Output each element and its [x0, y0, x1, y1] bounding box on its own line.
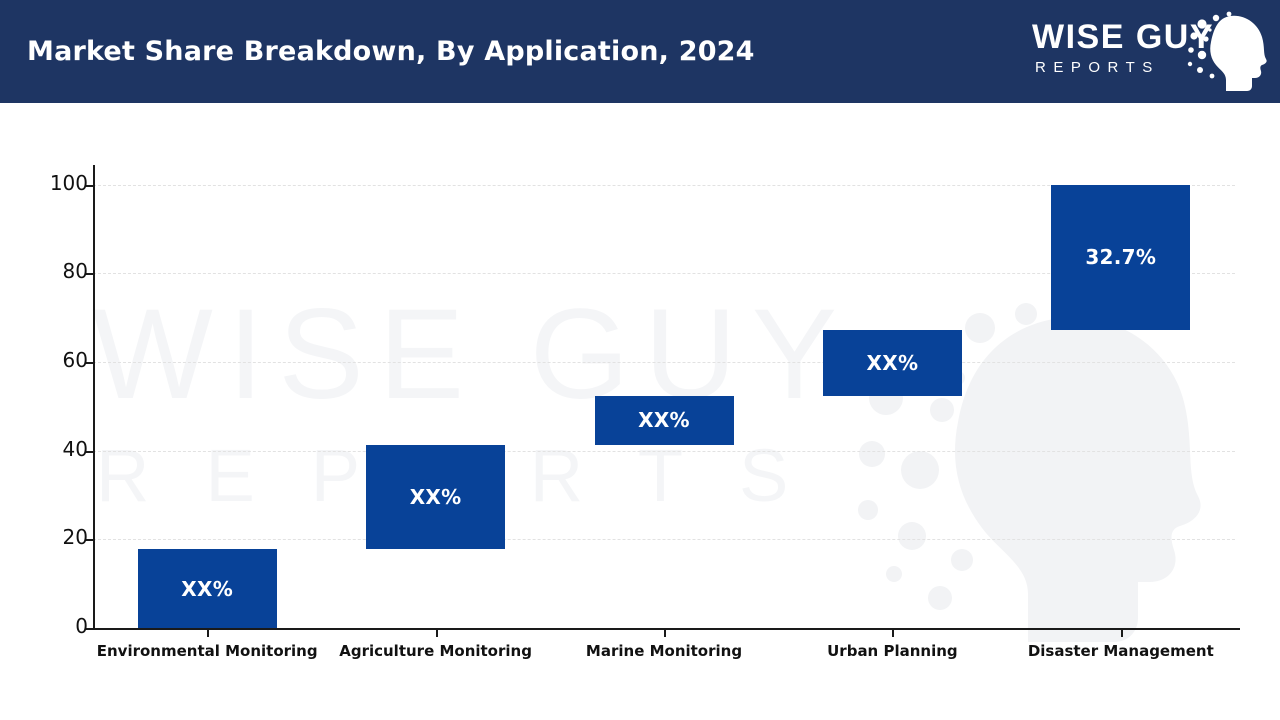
page-title: Market Share Breakdown, By Application, … — [27, 36, 755, 67]
gridline — [93, 273, 1235, 275]
y-axis-tick-label: 80 — [62, 259, 88, 284]
bar[interactable]: XX% — [366, 444, 506, 550]
logo-sub-text: REPORTS — [1035, 58, 1160, 76]
y-axis-tick — [86, 361, 93, 364]
x-axis-tick — [207, 628, 210, 637]
x-axis-category-label: Agriculture Monitoring — [339, 642, 532, 660]
bar-value-label: XX% — [181, 576, 234, 601]
bar[interactable]: XX% — [594, 396, 734, 445]
gridline — [93, 450, 1235, 452]
y-axis-tick-label: 60 — [62, 347, 88, 372]
x-axis-category-label: Urban Planning — [827, 642, 958, 660]
y-axis-tick — [86, 184, 93, 187]
y-axis-tick — [86, 450, 93, 453]
x-axis-tick — [1120, 628, 1123, 637]
logo-main-text: WISE GUY — [1032, 17, 1215, 56]
y-axis-tick — [86, 539, 93, 542]
x-axis-tick — [435, 628, 438, 637]
page-header: Market Share Breakdown, By Application, … — [0, 0, 1280, 103]
y-axis-tick-label: 0 — [75, 614, 88, 638]
gridline — [93, 539, 1235, 541]
bar-value-label: XX% — [866, 351, 919, 376]
y-axis-tick-label: 100 — [49, 170, 88, 195]
y-axis-tick — [86, 273, 93, 276]
x-axis-category-label: Marine Monitoring — [585, 642, 743, 660]
gridline — [93, 361, 1235, 363]
bar-value-label: XX% — [638, 408, 690, 433]
bar-value-label: 32.7% — [1085, 245, 1157, 269]
brand-logo: WISE GUY REPORTS — [1024, 6, 1274, 98]
x-axis-tick — [892, 628, 895, 637]
y-axis-tick-label: 20 — [62, 525, 88, 550]
bar[interactable]: XX% — [137, 549, 277, 628]
bar[interactable]: 32.7% — [1051, 184, 1191, 330]
y-axis-tick-label: 40 — [62, 436, 88, 461]
y-axis-tick — [86, 628, 93, 630]
plot-area — [93, 165, 1235, 628]
y-axis-line — [93, 165, 95, 629]
x-axis-category-label: Disaster Management — [1027, 642, 1214, 660]
gridline — [93, 184, 1235, 186]
logo-text: WISE GUY REPORTS — [1032, 20, 1214, 75]
bar[interactable]: XX% — [822, 330, 962, 397]
x-axis-category-label: Environmental Monitoring — [96, 642, 318, 660]
x-axis-line — [93, 628, 1240, 630]
bar-value-label: XX% — [409, 484, 462, 509]
x-axis-tick — [664, 628, 666, 637]
dotted-head-profile-icon — [1187, 11, 1267, 91]
